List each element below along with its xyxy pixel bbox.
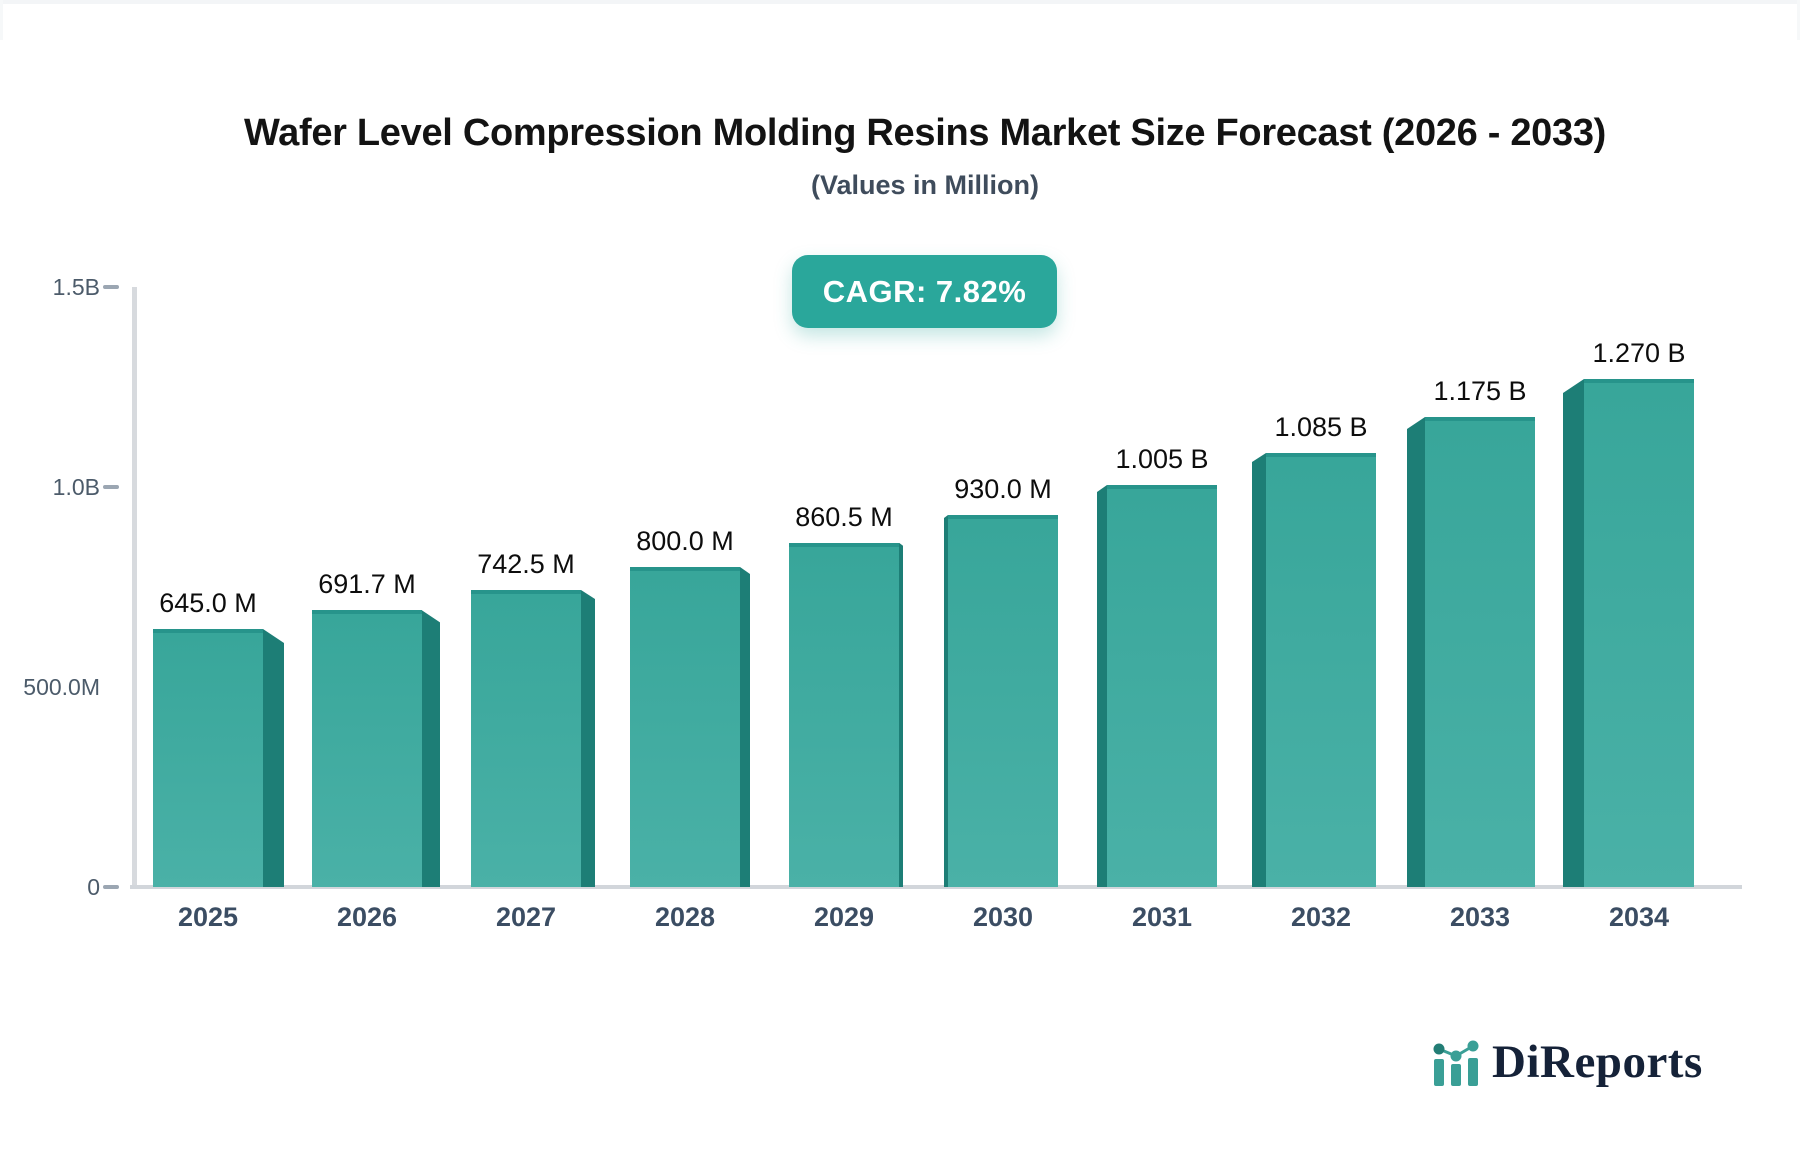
y-axis-tick-label: 500.0M: [23, 674, 100, 700]
y-axis-line: [132, 287, 137, 889]
bar-2030: [948, 515, 1058, 887]
bar-side-face: [1407, 417, 1425, 887]
bar-value-label: 800.0 M: [636, 526, 734, 556]
x-axis-label: 2030: [972, 902, 1034, 932]
bar-side-face: [944, 515, 948, 887]
bar-side-face: [899, 542, 903, 887]
x-axis-label: 2033: [1449, 902, 1511, 932]
bar-value-label: 742.5 M: [477, 549, 575, 579]
mini-bar-chart-icon: [1433, 1040, 1479, 1086]
bar-value-label: 1.270 B: [1592, 338, 1686, 368]
bar-2033: [1425, 417, 1535, 887]
x-axis-label: 2032: [1290, 902, 1352, 932]
bar-side-face: [422, 610, 440, 887]
y-axis-tick-dash: [103, 285, 119, 289]
bar-2028: [630, 567, 740, 887]
x-axis-label: 2029: [813, 902, 875, 932]
bar-2029: [789, 542, 899, 887]
x-axis-line: [130, 885, 1742, 889]
card-left-edge: [0, 0, 3, 40]
y-axis-tick-dash: [103, 885, 119, 889]
bar-2026: [312, 610, 422, 887]
card-top-edge: [0, 0, 1800, 4]
bar-value-label: 1.175 B: [1433, 376, 1527, 406]
bar-value-label: 1.005 B: [1115, 444, 1209, 474]
x-axis-label: 2031: [1131, 902, 1193, 932]
bar-value-label: 691.7 M: [318, 569, 416, 600]
bar-value-label: 930.0 M: [954, 474, 1052, 504]
bar-2032: [1266, 453, 1376, 887]
chart-title: Wafer Level Compression Molding Resins M…: [243, 112, 1607, 154]
brand-logo-text: DiReports: [1492, 1036, 1703, 1088]
bar-side-face: [1563, 379, 1584, 887]
cagr-badge-label: CAGR: 7.82%: [822, 273, 1027, 309]
x-axis-label: 2026: [336, 902, 398, 932]
bar-2031: [1107, 485, 1217, 887]
chart-subtitle: (Values in Million): [810, 170, 1040, 200]
bar-2027: [471, 590, 581, 887]
bar-value-label: 860.5 M: [795, 501, 893, 532]
bar-side-face: [1252, 453, 1266, 887]
bar-side-face: [581, 590, 595, 887]
bar-2025: [153, 629, 263, 887]
x-axis-label: 2034: [1608, 902, 1670, 932]
bar-side-face: [263, 629, 284, 887]
bar-value-label: 645.0 M: [159, 588, 257, 618]
card-right-edge: [1797, 0, 1800, 40]
cagr-badge: CAGR: 7.82%: [792, 255, 1057, 328]
bar-side-face: [1097, 485, 1107, 887]
y-axis-tick-label: 1.0B: [52, 474, 100, 500]
y-axis-tick-label: 0: [87, 874, 100, 900]
x-axis-label: 2027: [495, 902, 557, 932]
y-axis-tick-label: 1.5B: [52, 274, 100, 300]
x-axis-label: 2028: [654, 902, 716, 932]
bar-side-face: [740, 567, 750, 887]
brand-logo: DiReports: [1430, 1030, 1703, 1094]
y-axis-tick-dash: [103, 485, 119, 489]
bar-2034: [1584, 379, 1694, 887]
bar-value-label: 1.085 B: [1274, 412, 1368, 442]
x-axis-label: 2025: [177, 902, 239, 932]
